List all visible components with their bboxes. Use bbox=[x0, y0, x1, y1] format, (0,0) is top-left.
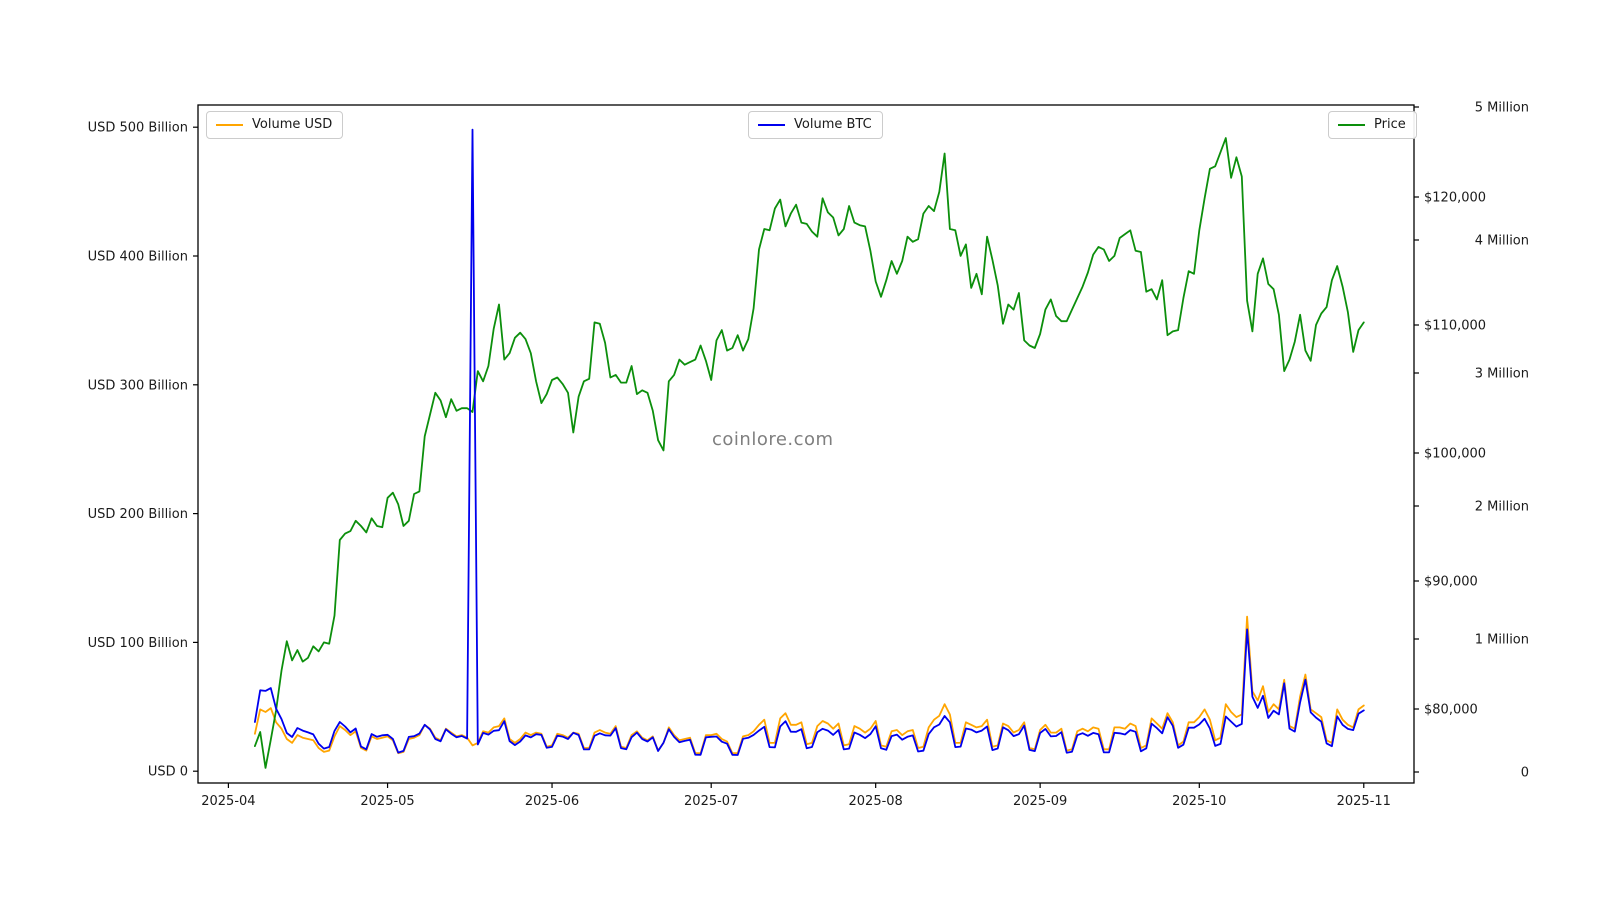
volume-usd-line-sample-icon bbox=[216, 124, 243, 126]
series-line-price bbox=[253, 137, 1365, 769]
volume-btc-line-sample-icon bbox=[758, 124, 785, 126]
y-tick-label-left: USD 200 Billion bbox=[88, 507, 188, 522]
y-tick-label-btc: 3 Million bbox=[1475, 367, 1529, 382]
series-line-volume-btc bbox=[253, 128, 1365, 756]
y-tick-label-btc: 4 Million bbox=[1475, 234, 1529, 249]
y-tick-label-btc: 2 Million bbox=[1475, 500, 1529, 515]
y-tick-label-btc: 0 bbox=[1521, 766, 1529, 781]
y-tick-label-left: USD 100 Billion bbox=[88, 636, 188, 651]
legend-price: Price bbox=[1328, 111, 1417, 139]
series-line-volume-usd bbox=[253, 615, 1365, 755]
y-tick-label-left: USD 0 bbox=[148, 765, 188, 780]
legend-volume-btc-label: Volume BTC bbox=[794, 117, 872, 132]
x-tick-label: 2025-09 bbox=[1013, 794, 1067, 809]
x-tick-label: 2025-11 bbox=[1337, 794, 1391, 809]
y-tick-label-price: $90,000 bbox=[1424, 575, 1478, 590]
y-tick-label-price: $120,000 bbox=[1424, 191, 1486, 206]
y-tick-label-price: $80,000 bbox=[1424, 703, 1478, 718]
x-tick-label: 2025-08 bbox=[849, 794, 903, 809]
x-tick-label: 2025-07 bbox=[684, 794, 738, 809]
x-tick-label: 2025-06 bbox=[525, 794, 579, 809]
x-tick-label: 2025-05 bbox=[360, 794, 414, 809]
y-tick-label-left: USD 400 Billion bbox=[88, 250, 188, 265]
legend-volume-btc: Volume BTC bbox=[748, 111, 883, 139]
legend-price-label: Price bbox=[1374, 117, 1406, 132]
plot-frame bbox=[197, 104, 1415, 784]
y-tick-label-btc: 5 Million bbox=[1475, 101, 1529, 116]
legend-volume-usd-label: Volume USD bbox=[252, 117, 333, 132]
y-tick-label-price: $110,000 bbox=[1424, 319, 1486, 334]
y-tick-label-left: USD 500 Billion bbox=[88, 121, 188, 136]
x-tick-label: 2025-04 bbox=[201, 794, 255, 809]
y-tick-label-price: $100,000 bbox=[1424, 447, 1486, 462]
y-tick-label-left: USD 300 Billion bbox=[88, 378, 188, 393]
y-tick-label-btc: 1 Million bbox=[1475, 633, 1529, 648]
legend-volume-usd: Volume USD bbox=[206, 111, 344, 139]
price-line-sample-icon bbox=[1338, 124, 1365, 126]
watermark: coinlore.com bbox=[712, 429, 834, 450]
x-tick-label: 2025-10 bbox=[1172, 794, 1226, 809]
